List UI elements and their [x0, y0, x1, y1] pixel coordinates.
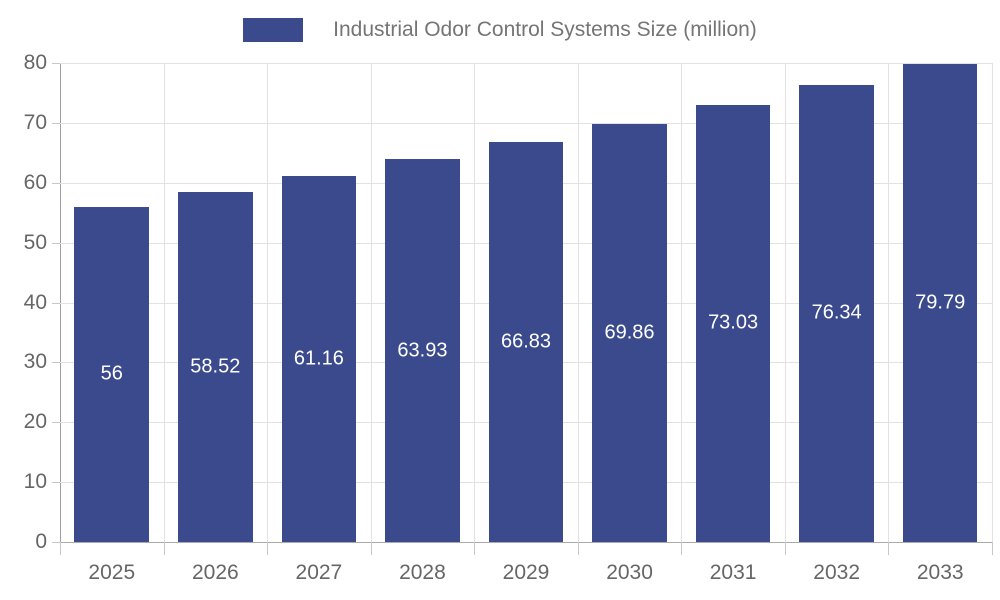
legend-swatch [243, 18, 304, 42]
gridline-vertical [474, 63, 476, 542]
x-axis-label: 2031 [709, 561, 757, 584]
gridline-vertical [370, 63, 372, 542]
x-axis-label: 2027 [295, 561, 343, 584]
bar-value-label: 76.34 [811, 301, 862, 324]
gridline-horizontal [60, 63, 992, 64]
x-axis-tick [60, 542, 61, 555]
x-axis-tick [888, 542, 890, 555]
y-axis-label: 10 [23, 470, 47, 494]
x-axis-tick [681, 542, 683, 555]
bar-value-label: 58.52 [190, 355, 241, 378]
y-axis-tick [52, 542, 60, 543]
legend-series-toggle[interactable]: Industrial Odor Control Systems Size (mi… [0, 18, 1000, 42]
gridline-vertical [888, 63, 890, 542]
x-axis-label: 2030 [606, 561, 653, 584]
y-axis-label: 30 [23, 350, 47, 374]
bar-2031[interactable]: 73.03 [695, 104, 771, 542]
bar-value-label: 79.79 [915, 291, 966, 314]
bar-2030[interactable]: 69.86 [592, 123, 667, 542]
y-axis-label: 50 [23, 230, 47, 254]
x-axis-label: 2026 [191, 561, 239, 584]
y-axis-tick [52, 302, 60, 304]
bar-2032[interactable]: 76.34 [799, 84, 874, 542]
y-axis-tick [52, 122, 60, 124]
y-axis-label: 20 [23, 410, 47, 434]
y-axis-label: 40 [23, 290, 47, 314]
y-axis-tick [52, 182, 60, 184]
y-axis-label: 60 [23, 170, 47, 194]
bar-2027[interactable]: 61.16 [281, 175, 357, 542]
x-axis-tick [474, 542, 476, 555]
x-axis-tick [577, 542, 579, 555]
x-axis-line [60, 542, 992, 543]
gridline-vertical [163, 63, 165, 542]
bar-value-label: 61.16 [293, 347, 344, 370]
gridline-vertical [784, 63, 786, 542]
legend-label: Industrial Odor Control Systems Size (mi… [333, 18, 757, 41]
y-axis-label: 80 [23, 51, 47, 74]
y-axis-label: 70 [23, 110, 47, 134]
bar-value-label: 66.83 [500, 330, 552, 353]
bar-2025[interactable]: 56 [74, 206, 150, 542]
bar-value-label: 63.93 [397, 339, 448, 362]
y-axis-tick [52, 482, 60, 484]
y-axis-label: 0 [35, 530, 47, 553]
x-axis-tick [163, 542, 165, 555]
x-axis-label: 2029 [502, 561, 550, 584]
x-axis-label: 2025 [88, 561, 136, 584]
gridline-vertical [992, 63, 993, 542]
x-axis-tick [370, 542, 372, 555]
bar-2033[interactable]: 79.79 [902, 64, 978, 542]
x-axis-label: 2033 [916, 561, 964, 584]
plot-area: 0 10 20 30 40 50 60 70 80 56 2025 58.52 2026 61.16 202… [24, 51, 993, 584]
gridline-vertical [681, 63, 683, 542]
x-axis-tick [992, 542, 993, 555]
bar-value-label: 69.86 [604, 321, 655, 344]
x-axis-label: 2028 [399, 561, 446, 584]
x-axis-tick [784, 542, 786, 555]
gridline-horizontal [60, 122, 992, 124]
gridline-vertical [267, 63, 269, 542]
y-axis-tick [52, 422, 60, 424]
bar-value-label: 56 [100, 362, 123, 385]
bar-2026[interactable]: 58.52 [178, 191, 253, 542]
gridline-vertical [577, 63, 579, 542]
bar-2028[interactable]: 63.93 [385, 159, 460, 542]
x-axis-tick [267, 542, 269, 555]
y-axis-tick [52, 63, 60, 64]
y-axis-tick [52, 362, 60, 364]
bar-value-label: 73.03 [708, 311, 759, 334]
y-axis-tick [52, 242, 60, 244]
bar-2029[interactable]: 66.83 [488, 141, 564, 542]
x-axis-label: 2032 [813, 561, 861, 584]
